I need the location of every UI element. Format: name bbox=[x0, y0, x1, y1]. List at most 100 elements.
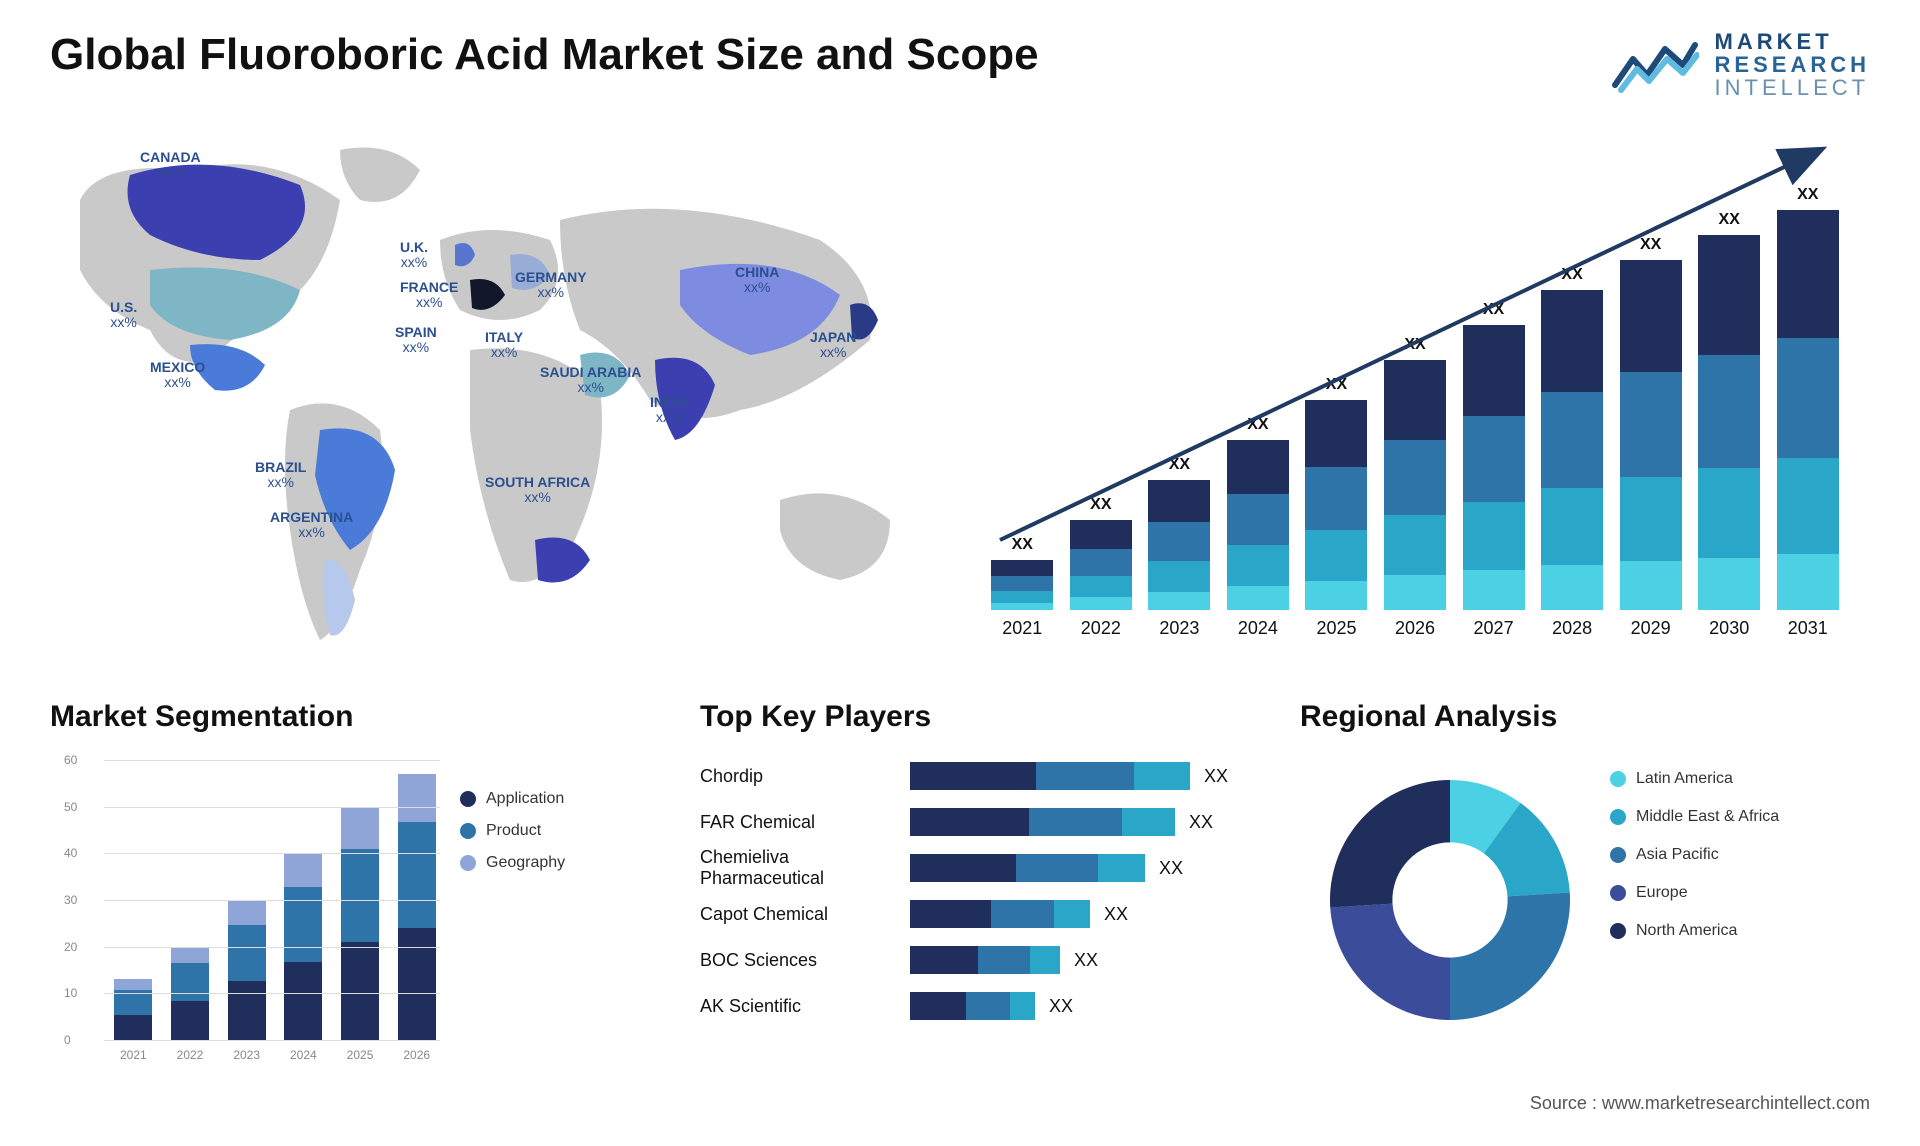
segmentation-y-tick: 50 bbox=[64, 800, 77, 814]
country-label-italy: ITALYxx% bbox=[485, 330, 523, 361]
market-segmentation-panel: Market Segmentation 20212022202320242025… bbox=[50, 700, 610, 1080]
player-bar-segment bbox=[1098, 854, 1145, 882]
segmentation-gridline bbox=[104, 853, 440, 854]
segmentation-segment bbox=[171, 947, 209, 964]
segmentation-y-tick: 20 bbox=[64, 940, 77, 954]
segmentation-bar bbox=[228, 900, 266, 1040]
player-name: AK Scientific bbox=[700, 996, 910, 1017]
segmentation-gridline bbox=[104, 947, 440, 948]
player-bar-segment bbox=[1036, 762, 1134, 790]
segmentation-bar bbox=[398, 774, 436, 1040]
player-bar-segment bbox=[1030, 946, 1060, 974]
player-bar-segment bbox=[978, 946, 1031, 974]
main-chart-year-label: 2022 bbox=[1069, 610, 1134, 660]
main-chart-year-label: 2031 bbox=[1775, 610, 1840, 660]
segmentation-bar bbox=[341, 807, 379, 1040]
segmentation-column bbox=[337, 807, 384, 1040]
country-label-saudi-arabia: SAUDI ARABIAxx% bbox=[540, 365, 641, 396]
segmentation-segment bbox=[284, 853, 322, 887]
player-bar-segment bbox=[991, 900, 1054, 928]
donut-slice bbox=[1450, 892, 1570, 1020]
player-bar-segment bbox=[910, 808, 1029, 836]
segmentation-gridline bbox=[104, 760, 440, 761]
player-bar-segment bbox=[1029, 808, 1122, 836]
legend-label: North America bbox=[1636, 922, 1737, 940]
segmentation-gridline bbox=[104, 993, 440, 994]
top-key-players-panel: Top Key Players ChordipXXFAR ChemicalXXC… bbox=[700, 700, 1260, 1080]
legend-label: Latin America bbox=[1636, 770, 1733, 788]
brand-logo: MARKET RESEARCH INTELLECT bbox=[1611, 30, 1870, 99]
main-chart-year-label: 2026 bbox=[1383, 610, 1448, 660]
legend-label: Product bbox=[486, 822, 541, 840]
player-bar bbox=[910, 762, 1190, 790]
player-row: ChordipXX bbox=[700, 760, 1260, 792]
segmentation-x-tick: 2021 bbox=[110, 1048, 157, 1062]
player-bar-segment bbox=[910, 762, 1036, 790]
country-label-japan: JAPANxx% bbox=[810, 330, 856, 361]
segmentation-segment bbox=[228, 925, 266, 981]
player-bar-segment bbox=[1016, 854, 1098, 882]
player-name: Chordip bbox=[700, 766, 910, 787]
legend-label: Geography bbox=[486, 854, 565, 872]
world-map: CANADAxx%U.S.xx%MEXICOxx%BRAZILxx%ARGENT… bbox=[40, 130, 940, 660]
regional-legend-item: Middle East & Africa bbox=[1610, 808, 1779, 826]
players-title: Top Key Players bbox=[700, 700, 1260, 734]
legend-label: Europe bbox=[1636, 884, 1688, 902]
legend-label: Asia Pacific bbox=[1636, 846, 1719, 864]
segmentation-segment bbox=[398, 822, 436, 928]
player-bar bbox=[910, 992, 1035, 1020]
player-value-label: XX bbox=[1104, 904, 1128, 925]
legend-swatch-icon bbox=[460, 823, 476, 839]
regional-title: Regional Analysis bbox=[1300, 700, 1860, 734]
regional-legend-item: Latin America bbox=[1610, 770, 1779, 788]
legend-swatch-icon bbox=[460, 855, 476, 871]
segmentation-x-tick: 2023 bbox=[223, 1048, 270, 1062]
segmentation-title: Market Segmentation bbox=[50, 700, 610, 734]
country-shape-south-africa bbox=[535, 538, 590, 583]
segmentation-segment bbox=[398, 928, 436, 1040]
main-chart-year-label: 2028 bbox=[1540, 610, 1605, 660]
country-label-france: FRANCExx% bbox=[400, 280, 458, 311]
segmentation-column bbox=[393, 774, 440, 1040]
segmentation-segment bbox=[341, 849, 379, 942]
segmentation-segment bbox=[114, 1015, 152, 1040]
country-label-brazil: BRAZILxx% bbox=[255, 460, 306, 491]
segmentation-legend: Application Product Geography bbox=[460, 790, 565, 886]
segmentation-y-tick: 40 bbox=[64, 846, 77, 860]
donut-slice bbox=[1330, 780, 1450, 908]
main-chart-year-label: 2030 bbox=[1697, 610, 1762, 660]
main-bar-chart: XXXXXXXXXXXXXXXXXXXXXX 20212022202320242… bbox=[980, 130, 1850, 660]
segmentation-legend-item: Application bbox=[460, 790, 565, 808]
player-bar-segment bbox=[1122, 808, 1175, 836]
country-label-u-k-: U.K.xx% bbox=[400, 240, 428, 271]
legend-swatch-icon bbox=[460, 791, 476, 807]
player-row: BOC SciencesXX bbox=[700, 944, 1260, 976]
legend-swatch-icon bbox=[1610, 771, 1626, 787]
country-label-spain: SPAINxx% bbox=[395, 325, 437, 356]
logo-text: MARKET RESEARCH INTELLECT bbox=[1715, 30, 1870, 99]
segmentation-y-tick: 60 bbox=[64, 753, 77, 767]
regional-legend-item: Europe bbox=[1610, 884, 1779, 902]
legend-swatch-icon bbox=[1610, 847, 1626, 863]
segmentation-bar bbox=[114, 979, 152, 1040]
player-bar bbox=[910, 854, 1145, 882]
header: Global Fluoroboric Acid Market Size and … bbox=[50, 30, 1870, 99]
source-label: Source : www.marketresearchintellect.com bbox=[1530, 1093, 1870, 1114]
country-label-mexico: MEXICOxx% bbox=[150, 360, 205, 391]
segmentation-gridline bbox=[104, 900, 440, 901]
regional-legend-item: North America bbox=[1610, 922, 1779, 940]
segmentation-segment bbox=[341, 942, 379, 1040]
main-chart-year-label: 2024 bbox=[1226, 610, 1291, 660]
player-bar-segment bbox=[966, 992, 1010, 1020]
country-label-china: CHINAxx% bbox=[735, 265, 779, 296]
segmentation-chart: 202120222023202420252026 0102030405060 bbox=[110, 760, 440, 1060]
world-map-svg bbox=[40, 130, 940, 660]
player-bar-segment bbox=[910, 900, 991, 928]
legend-swatch-icon bbox=[1610, 809, 1626, 825]
country-label-canada: CANADAxx% bbox=[140, 150, 201, 181]
player-value-label: XX bbox=[1074, 950, 1098, 971]
player-value-label: XX bbox=[1049, 996, 1073, 1017]
segmentation-column bbox=[110, 979, 157, 1040]
country-label-south-africa: SOUTH AFRICAxx% bbox=[485, 475, 590, 506]
country-label-india: INDIAxx% bbox=[650, 395, 688, 426]
